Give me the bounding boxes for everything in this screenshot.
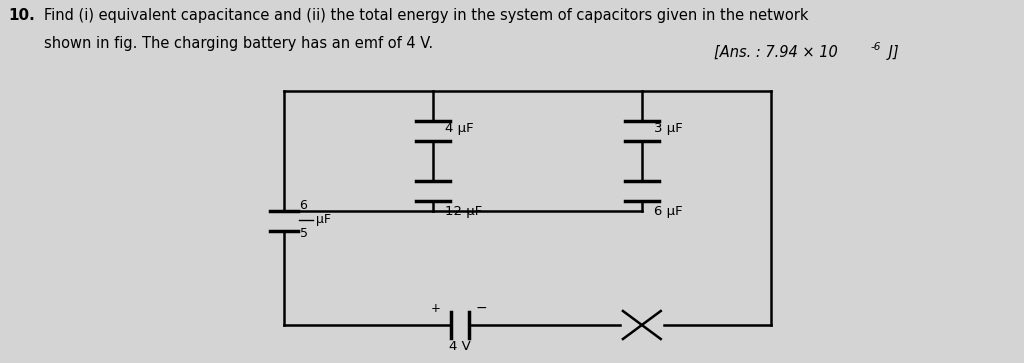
Text: 10.: 10. [8,8,35,23]
Text: 6: 6 [300,199,307,212]
Text: −: − [476,301,487,315]
Text: μF: μF [316,213,332,227]
Text: Find (i) equivalent capacitance and (ii) the total energy in the system of capac: Find (i) equivalent capacitance and (ii)… [44,8,808,23]
Text: +: + [431,302,440,315]
Text: 12 μF: 12 μF [444,205,482,218]
Text: 5: 5 [300,227,307,240]
Text: 4 V: 4 V [449,340,471,353]
Text: [Ans. : 7.94 × 10: [Ans. : 7.94 × 10 [715,45,839,60]
Text: -6: -6 [870,42,881,52]
Text: 3 μF: 3 μF [653,122,683,135]
Text: 4 μF: 4 μF [444,122,473,135]
Text: shown in fig. The charging battery has an emf of 4 V.: shown in fig. The charging battery has a… [44,36,433,51]
Text: J]: J] [884,45,898,60]
Text: 6 μF: 6 μF [653,205,682,218]
